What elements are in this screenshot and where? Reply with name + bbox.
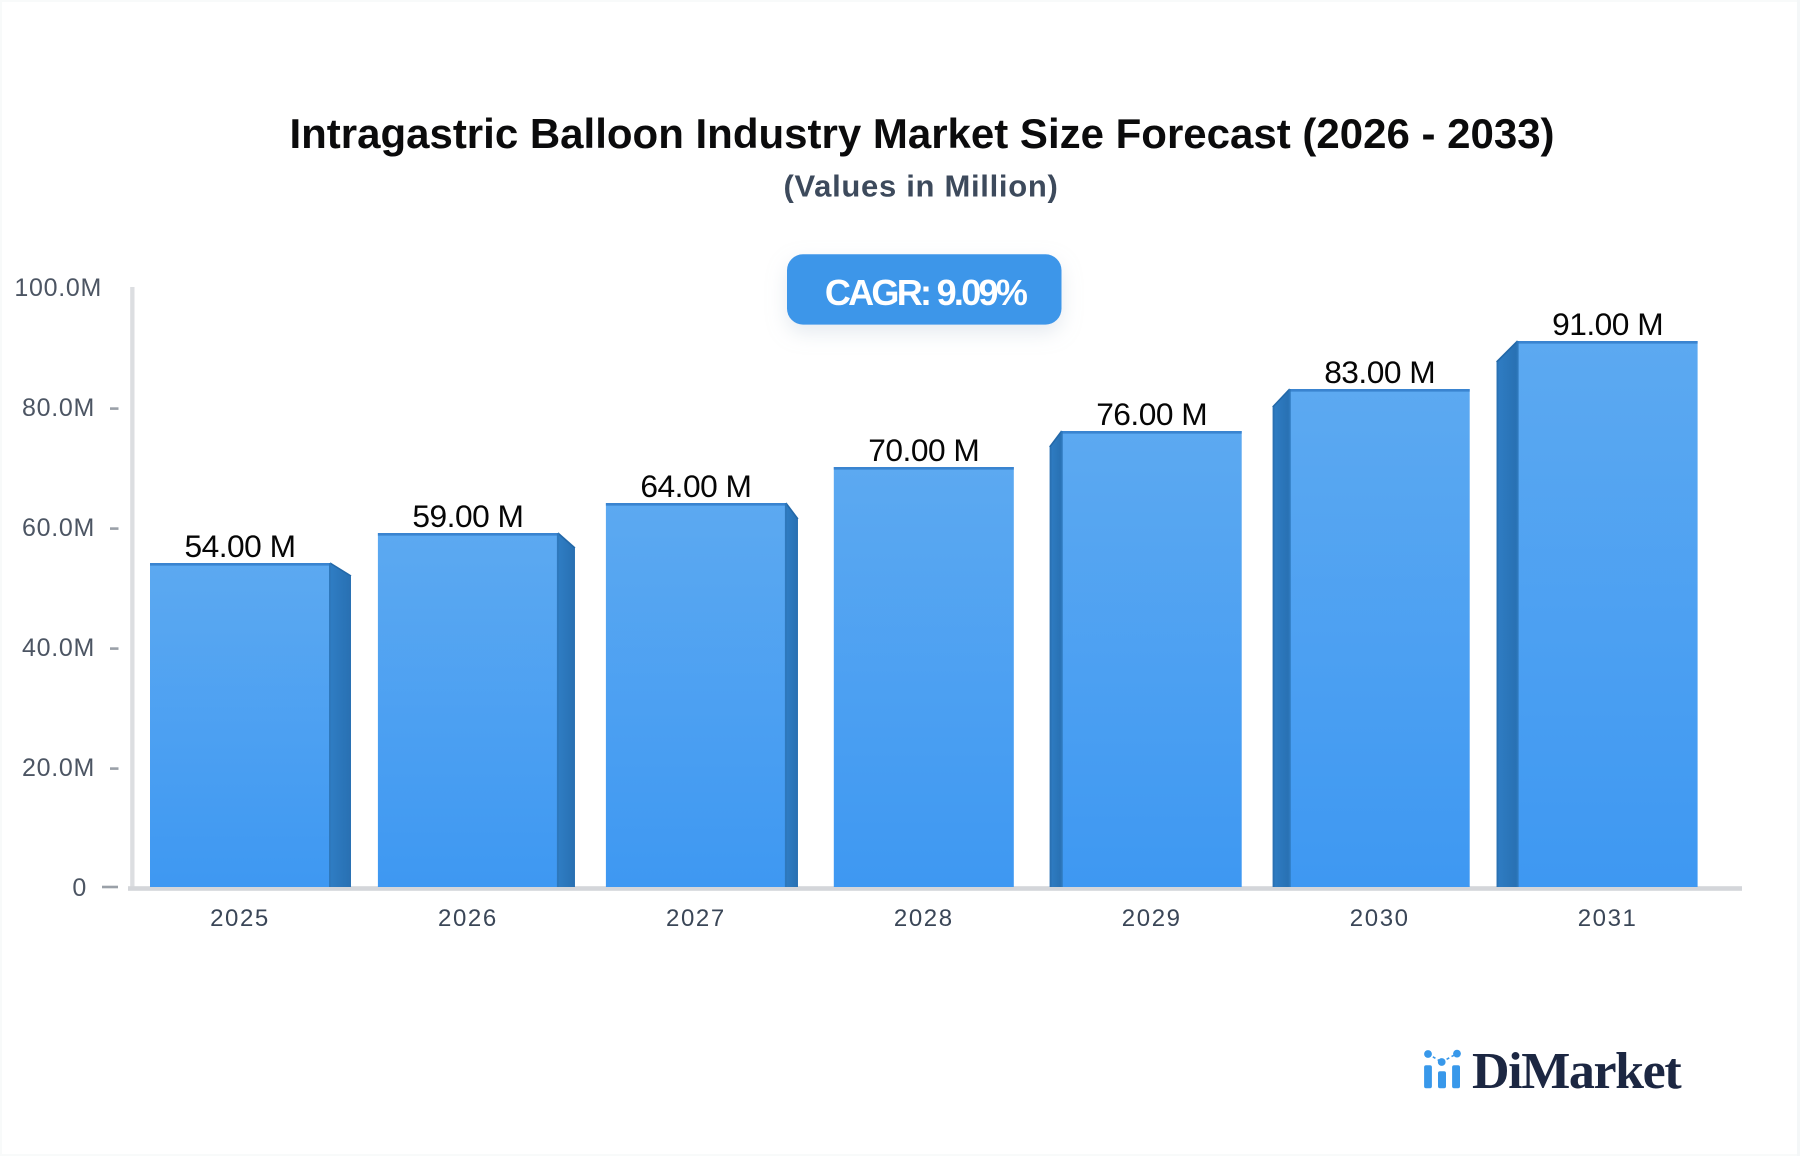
svg-text:59.00 M: 59.00 M <box>412 498 523 534</box>
svg-text:76.00 M: 76.00 M <box>1096 396 1207 432</box>
svg-text:100.0M: 100.0M <box>14 274 102 302</box>
svg-text:DiMarket: DiMarket <box>1472 1043 1682 1100</box>
svg-text:2025: 2025 <box>210 905 270 932</box>
svg-text:40.0M: 40.0M <box>22 634 95 662</box>
svg-text:(Values in Million): (Values in Million) <box>783 169 1058 204</box>
svg-text:80.0M: 80.0M <box>22 394 95 422</box>
svg-text:54.00 M: 54.00 M <box>185 528 296 564</box>
svg-text:60.0M: 60.0M <box>22 514 95 542</box>
svg-text:0: 0 <box>72 874 87 902</box>
svg-text:2029: 2029 <box>1122 905 1182 932</box>
svg-text:2030: 2030 <box>1350 905 1410 932</box>
svg-text:83.00 M: 83.00 M <box>1324 354 1435 390</box>
svg-text:CAGR: 9.09%: CAGR: 9.09% <box>825 272 1028 313</box>
svg-text:20.0M: 20.0M <box>22 754 95 782</box>
svg-text:2031: 2031 <box>1578 905 1638 932</box>
svg-text:2027: 2027 <box>666 905 726 932</box>
svg-text:91.00 M: 91.00 M <box>1552 306 1663 342</box>
svg-text:Intragastric Balloon Industry: Intragastric Balloon Industry Market Siz… <box>289 110 1554 157</box>
svg-text:70.00 M: 70.00 M <box>868 432 979 468</box>
svg-text:2026: 2026 <box>438 905 498 932</box>
svg-text:2028: 2028 <box>894 905 954 932</box>
svg-text:64.00 M: 64.00 M <box>640 468 751 504</box>
